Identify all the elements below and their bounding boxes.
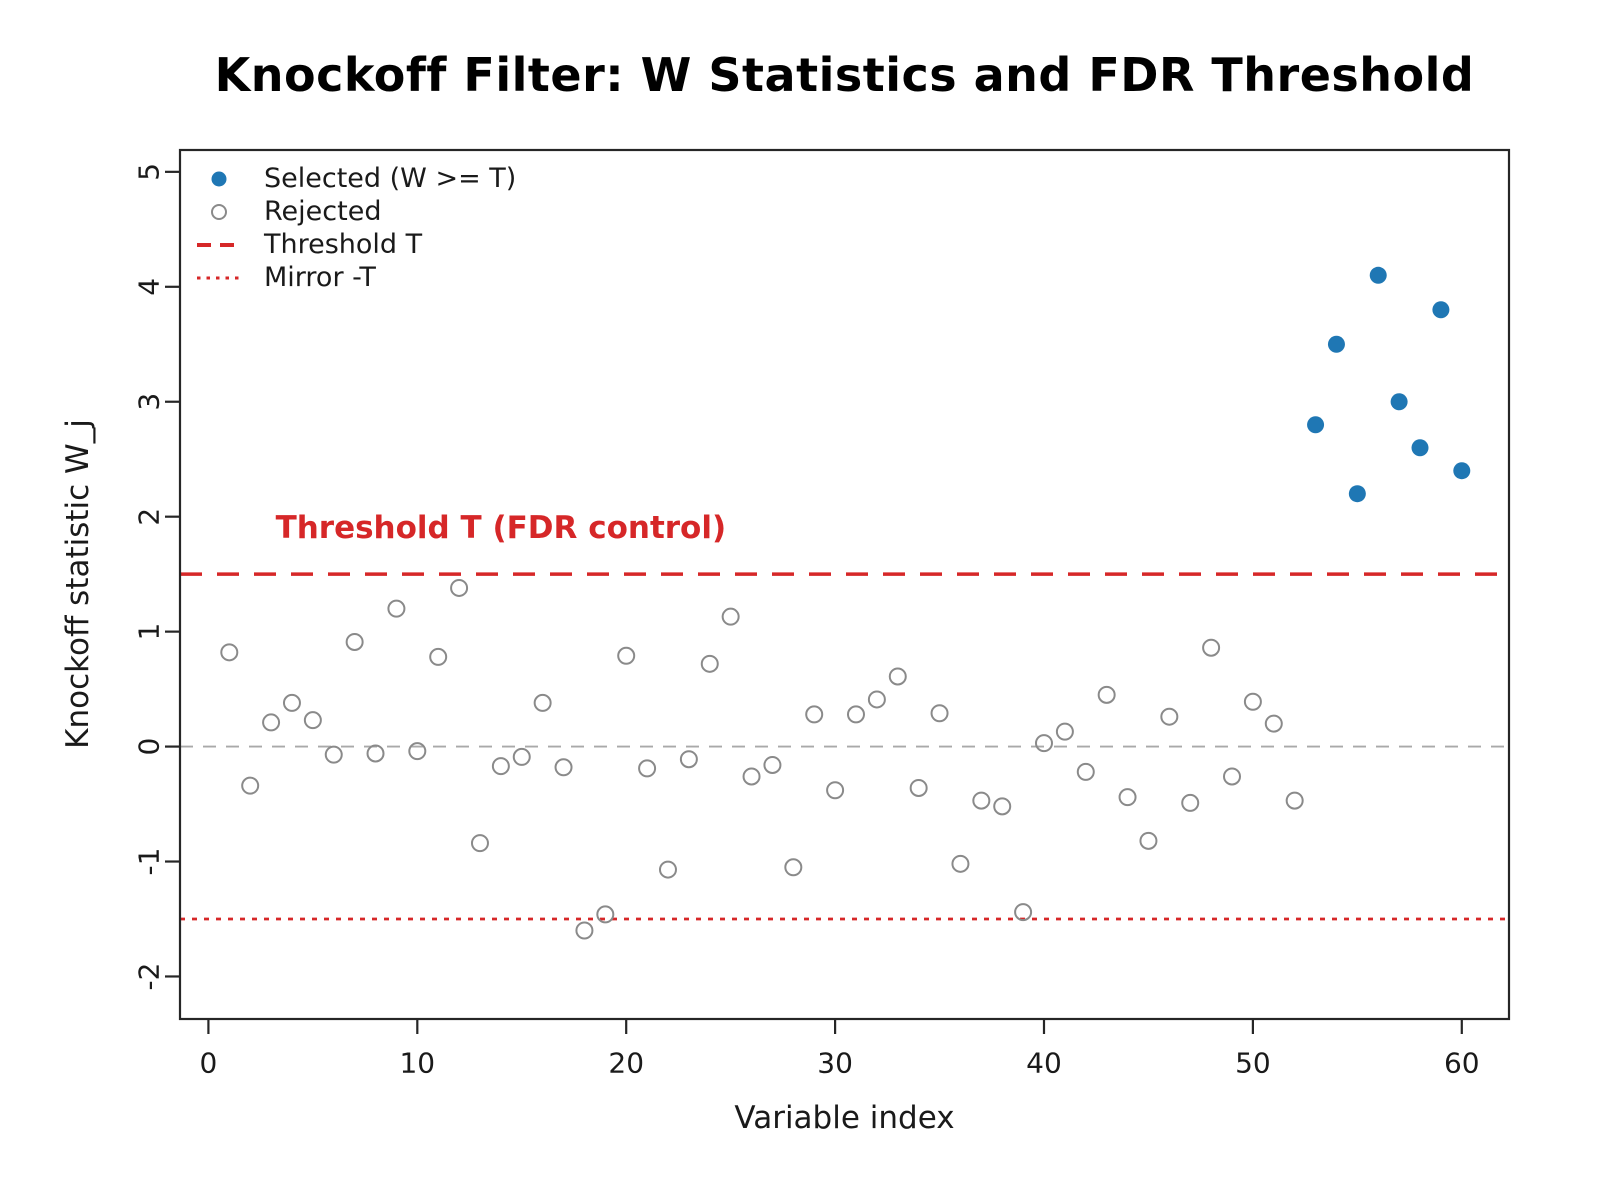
- x-tick-label: 10: [399, 1047, 435, 1080]
- data-point-rejected: [826, 781, 845, 800]
- data-point-rejected: [1139, 831, 1158, 850]
- legend: Selected (W >= T) Rejected Threshold T M…: [196, 162, 516, 294]
- data-point-rejected: [846, 705, 865, 724]
- data-point-rejected: [1160, 707, 1179, 726]
- data-point-rejected: [1264, 714, 1283, 733]
- data-point-rejected: [951, 854, 970, 873]
- y-axis-label: Knockoff statistic W_j: [60, 419, 96, 749]
- y-tick-label: 0: [133, 738, 166, 756]
- data-point-rejected: [366, 744, 385, 763]
- rejected-dot-icon: [196, 201, 242, 223]
- y-tick-label: -1: [133, 848, 166, 876]
- threshold-annotation: Threshold T (FDR control): [275, 510, 727, 547]
- x-tick-label: 40: [1026, 1047, 1062, 1080]
- data-point-rejected: [909, 778, 928, 797]
- data-point-selected: [1411, 439, 1429, 457]
- data-point-rejected: [721, 607, 740, 626]
- data-point-rejected: [491, 757, 510, 776]
- data-point-rejected: [470, 834, 489, 853]
- data-point-rejected: [241, 776, 260, 795]
- data-point-rejected: [1243, 692, 1262, 711]
- data-point-rejected: [220, 643, 239, 662]
- legend-item-rejected: Rejected: [196, 195, 516, 228]
- data-point-rejected: [1097, 685, 1116, 704]
- data-point-rejected: [930, 704, 949, 723]
- legend-item-selected: Selected (W >= T): [196, 162, 516, 195]
- data-point-selected: [1348, 485, 1366, 503]
- data-point-rejected: [1223, 767, 1242, 786]
- data-point-rejected: [805, 705, 824, 724]
- data-point-rejected: [262, 713, 281, 732]
- x-axis-label: Variable index: [734, 1100, 955, 1136]
- data-point-rejected: [596, 905, 615, 924]
- data-point-rejected: [345, 632, 364, 651]
- legend-label: Threshold T: [264, 229, 423, 260]
- y-tick-label: 1: [133, 623, 166, 641]
- data-point-rejected: [1014, 903, 1033, 922]
- legend-label: Mirror -T: [264, 262, 376, 293]
- y-tick-label: 2: [133, 508, 166, 526]
- legend-item-mirror: Mirror -T: [196, 261, 516, 294]
- data-point-rejected: [888, 667, 907, 686]
- data-point-rejected: [575, 921, 594, 940]
- y-tick-label: 4: [133, 278, 166, 296]
- data-point-rejected: [658, 860, 677, 879]
- data-point-rejected: [993, 797, 1012, 816]
- data-point-rejected: [1202, 638, 1221, 657]
- data-point-rejected: [1034, 734, 1053, 753]
- y-tick-label: 3: [133, 393, 166, 411]
- x-tick-label: 0: [199, 1047, 217, 1080]
- data-point-selected: [1327, 335, 1345, 353]
- axis-frame: [178, 148, 1511, 1021]
- dotted-line-icon: [196, 267, 242, 289]
- data-point-rejected: [700, 654, 719, 673]
- data-point-rejected: [742, 767, 761, 786]
- data-point-selected: [1307, 416, 1325, 434]
- y-tick-label: 5: [133, 163, 166, 181]
- data-point-rejected: [679, 750, 698, 769]
- data-point-rejected: [450, 578, 469, 597]
- data-point-rejected: [763, 755, 782, 774]
- x-tick-label: 20: [608, 1047, 644, 1080]
- data-point-selected: [1432, 301, 1450, 319]
- dashed-line-icon: [196, 234, 242, 256]
- data-point-rejected: [1181, 793, 1200, 812]
- data-point-rejected: [387, 599, 406, 618]
- legend-item-threshold: Threshold T: [196, 228, 516, 261]
- data-point-rejected: [429, 647, 448, 666]
- selected-dot-icon: [196, 168, 242, 190]
- data-point-selected: [1453, 462, 1471, 480]
- y-tick-label: -2: [133, 963, 166, 991]
- data-point-rejected: [972, 791, 991, 810]
- data-point-rejected: [638, 759, 657, 778]
- x-tick-label: 60: [1444, 1047, 1480, 1080]
- data-point-rejected: [324, 745, 343, 764]
- data-point-rejected: [282, 693, 301, 712]
- data-point-rejected: [408, 742, 427, 761]
- legend-label: Rejected: [264, 196, 382, 227]
- data-point-rejected: [512, 747, 531, 766]
- x-tick-label: 50: [1235, 1047, 1271, 1080]
- data-point-selected: [1390, 393, 1408, 411]
- data-point-rejected: [533, 693, 552, 712]
- data-point-rejected: [1285, 791, 1304, 810]
- x-tick-label: 30: [817, 1047, 853, 1080]
- data-point-rejected: [784, 858, 803, 877]
- data-point-rejected: [617, 646, 636, 665]
- data-point-rejected: [1118, 788, 1137, 807]
- legend-label: Selected (W >= T): [264, 163, 517, 194]
- data-point-rejected: [303, 711, 322, 730]
- data-point-rejected: [1076, 762, 1095, 781]
- data-point-rejected: [867, 690, 886, 709]
- data-point-rejected: [554, 758, 573, 777]
- data-point-selected: [1369, 266, 1387, 284]
- data-point-rejected: [1055, 722, 1074, 741]
- chart-title: Knockoff Filter: W Statistics and FDR Th…: [214, 48, 1475, 102]
